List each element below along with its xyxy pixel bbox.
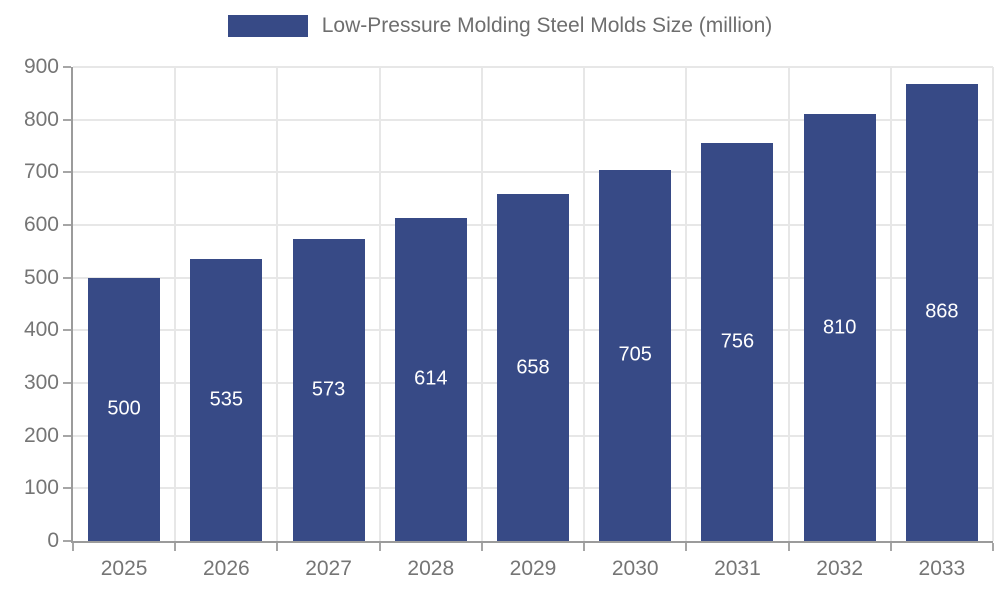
y-tick-mark [63,118,71,121]
x-tick-mark [992,543,994,551]
y-tick-mark [63,171,71,174]
bar [292,239,365,541]
y-tick-mark [63,224,71,226]
x-gridline [480,67,483,541]
legend-label: Low-Pressure Molding Steel Molds Size (m… [321,14,773,37]
bar [394,217,467,541]
bar-value-label: 810 [822,316,857,339]
chart-legend: Low-Pressure Molding Steel Molds Size (m… [0,14,1000,38]
y-gridline [73,66,993,68]
bar-value-label: 614 [414,367,448,390]
bar-value-label: 573 [311,378,346,401]
x-gridline [992,67,994,541]
y-tick-mark [63,487,71,490]
y-tick-mark [63,66,71,68]
bar-value-label: 868 [925,300,959,323]
x-tick-mark [378,543,381,551]
x-tick-mark [276,543,279,551]
x-tick-mark [72,543,74,551]
bar [88,277,161,541]
y-tick-label: 200 [23,423,59,447]
x-gridline [889,67,892,541]
x-tick-mark [480,543,483,551]
x-gridline [685,67,688,541]
x-tick-label: 2027 [305,557,352,580]
y-tick-label: 600 [23,213,59,236]
y-tick-label: 400 [23,318,59,342]
x-tick-mark [174,543,177,551]
bar-value-label: 658 [516,356,550,379]
y-tick-label: 700 [23,160,59,184]
y-tick-mark [63,434,71,437]
x-tick-mark [685,543,688,551]
x-tick-label: 2025 [100,557,148,580]
x-tick-label: 2033 [918,557,966,580]
y-tick-label: 100 [23,476,59,500]
bar-value-label: 500 [107,397,141,420]
y-tick-label: 0 [47,529,59,552]
y-tick-mark [63,276,71,279]
plot-area: 0 100 200 300 400 500 600 700 800 900 500 2025 535 20… [24,55,994,580]
x-tick-label: 2031 [714,557,761,580]
y-tick-mark [63,329,71,332]
y-tick-mark [63,540,71,542]
x-tick-mark [889,543,892,551]
y-tick-label: 300 [23,371,59,394]
x-gridline [787,67,790,541]
bar-value-label: 535 [209,388,244,411]
y-tick-label: 500 [23,265,59,289]
y-tick-mark [63,382,71,384]
x-tick-label: 2026 [202,557,250,580]
legend-swatch [227,15,308,37]
x-axis-line [71,541,993,543]
x-tick-label: 2030 [611,557,659,580]
x-gridline [174,67,177,541]
x-gridline [378,67,381,541]
bar [905,83,978,541]
x-tick-mark [583,543,586,551]
bar-value-label: 756 [720,330,755,353]
x-tick-label: 2032 [816,557,864,580]
bar [497,194,569,541]
x-tick-label: 2029 [509,557,557,580]
bar [599,169,672,541]
bar [190,259,263,541]
bar [701,142,774,541]
bar [803,114,876,541]
y-tick-label: 900 [23,55,59,78]
x-gridline [276,67,279,541]
y-axis-line [71,67,73,541]
x-gridline [583,67,586,541]
x-tick-mark [787,543,790,551]
y-tick-label: 800 [23,107,59,131]
x-tick-label: 2028 [407,557,455,580]
bar-value-label: 705 [618,343,652,366]
